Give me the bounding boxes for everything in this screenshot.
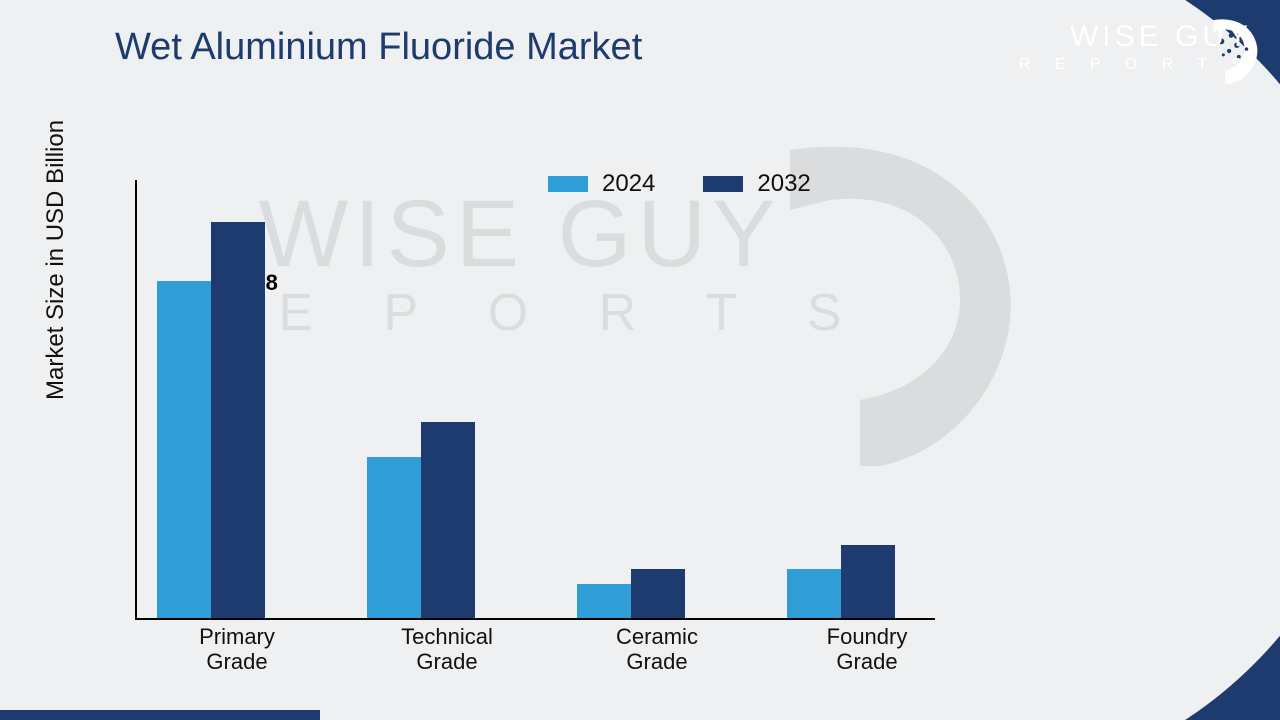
brand-logo: WISE GUY R E P O R T S xyxy=(972,20,1252,74)
chart-area: Market Size in USD Billion 1.38 PrimaryG… xyxy=(60,160,940,670)
x-axis-label: FoundryGrade xyxy=(787,618,947,675)
bar xyxy=(421,422,475,618)
plot-area: 1.38 PrimaryGradeTechnicalGradeCeramicGr… xyxy=(135,180,935,620)
x-axis-label: TechnicalGrade xyxy=(367,618,527,675)
bar xyxy=(631,569,685,618)
x-axis-label: PrimaryGrade xyxy=(157,618,317,675)
brand-line-1: WISE GUY xyxy=(972,20,1252,54)
y-axis-label: Market Size in USD Billion xyxy=(42,120,70,400)
brand-line-2: R E P O R T S xyxy=(972,56,1252,74)
bar xyxy=(577,584,631,618)
page-root: WISE GUY R E P O R T S WISE GUY R E P O … xyxy=(0,0,1280,720)
bar xyxy=(157,281,211,618)
x-axis-label: CeramicGrade xyxy=(577,618,737,675)
bar xyxy=(211,222,265,618)
chart-title: Wet Aluminium Fluoride Market xyxy=(115,26,642,69)
bar xyxy=(367,457,421,618)
bottom-accent-strip xyxy=(0,710,320,720)
bar xyxy=(841,545,895,618)
bar xyxy=(787,569,841,618)
